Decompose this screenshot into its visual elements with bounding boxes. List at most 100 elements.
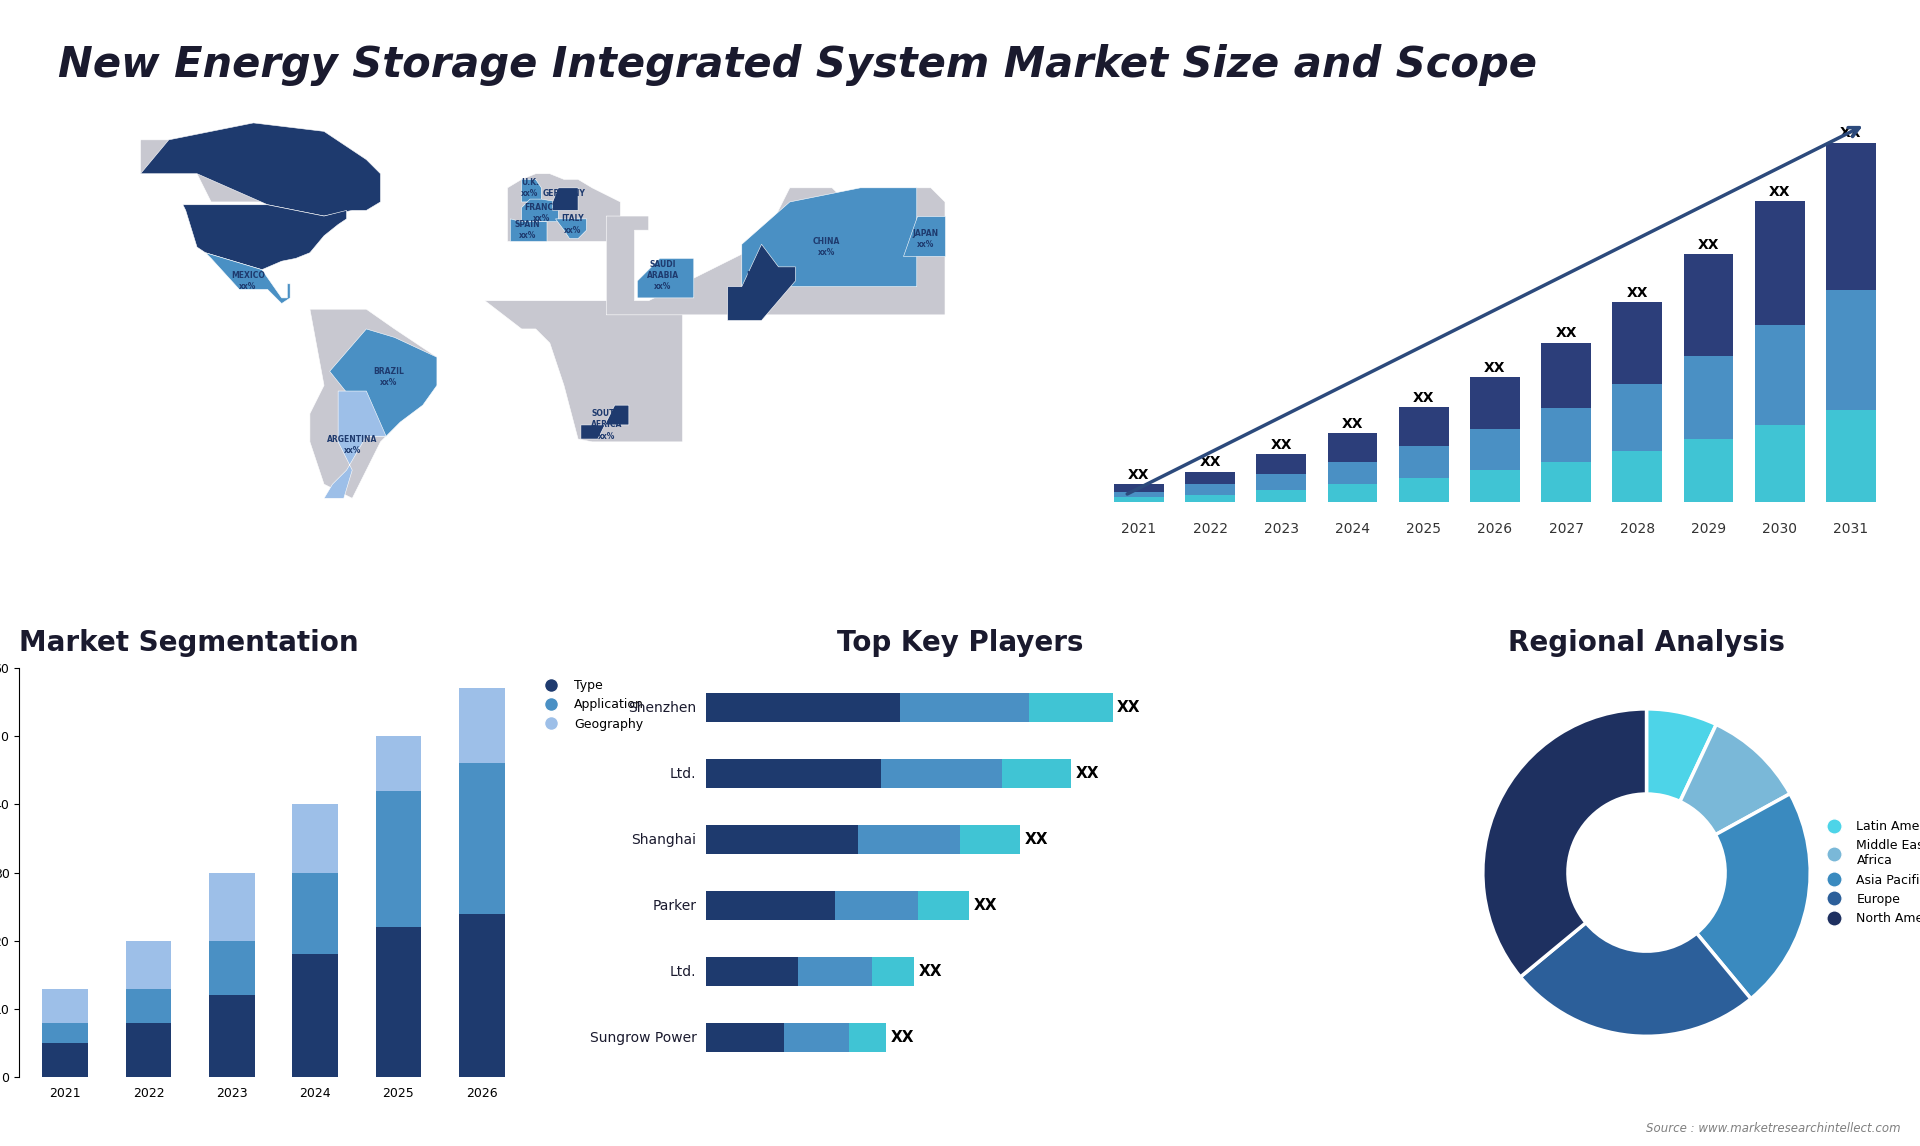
Text: Shanghai: Shanghai [632, 833, 697, 847]
Bar [1684, 254, 1734, 356]
Text: XX: XX [1129, 469, 1150, 482]
Bar [1327, 485, 1377, 502]
Bar [1542, 408, 1592, 462]
Bar [1755, 202, 1805, 324]
Bar [1542, 462, 1592, 502]
Text: MEXICO
xx%: MEXICO xx% [230, 270, 265, 291]
Polygon shape [309, 309, 438, 499]
Bar [209, 941, 255, 996]
Polygon shape [582, 406, 630, 439]
Polygon shape [507, 174, 620, 242]
Text: XX: XX [1697, 238, 1718, 252]
Polygon shape [61, 123, 380, 217]
Polygon shape [324, 391, 386, 499]
Polygon shape [522, 199, 559, 221]
Bar [881, 759, 1002, 788]
Bar [42, 989, 88, 1022]
Bar [707, 1022, 785, 1052]
Text: XX: XX [891, 1030, 914, 1045]
Title: Regional Analysis: Regional Analysis [1507, 629, 1786, 658]
Bar [1114, 497, 1164, 502]
Text: XX: XX [1626, 285, 1647, 299]
Bar [1256, 490, 1306, 502]
Text: CANADA
xx%: CANADA xx% [236, 155, 271, 175]
Bar [900, 692, 1029, 722]
Text: BRAZIL
xx%: BRAZIL xx% [374, 367, 405, 387]
Bar [707, 957, 799, 987]
Bar [1400, 447, 1450, 478]
Bar [707, 692, 900, 722]
Polygon shape [140, 123, 380, 217]
Bar [1471, 377, 1521, 429]
Bar [707, 890, 835, 920]
Polygon shape [902, 217, 945, 256]
Text: Ltd.: Ltd. [670, 767, 697, 780]
Bar [1256, 474, 1306, 490]
Text: New Energy Storage Integrated System Market Size and Scope: New Energy Storage Integrated System Mar… [58, 44, 1536, 86]
Text: SPAIN
xx%: SPAIN xx% [515, 220, 540, 241]
Bar [835, 890, 918, 920]
Bar [1684, 439, 1734, 502]
Polygon shape [486, 300, 682, 442]
Bar [292, 955, 338, 1077]
Text: XX: XX [1484, 361, 1505, 375]
Polygon shape [741, 188, 916, 286]
Polygon shape [728, 244, 795, 321]
Bar [918, 890, 970, 920]
Bar [1114, 485, 1164, 492]
Bar [1826, 290, 1876, 410]
Bar [1327, 433, 1377, 462]
Polygon shape [182, 205, 348, 269]
Legend: Type, Application, Geography: Type, Application, Geography [534, 674, 649, 736]
Text: XX: XX [1839, 126, 1862, 141]
Bar [1400, 478, 1450, 502]
Text: JAPAN
xx%: JAPAN xx% [912, 228, 939, 249]
Text: GERMANY
xx%: GERMANY xx% [543, 189, 586, 210]
Bar [1826, 410, 1876, 502]
Text: SAUDI
ARABIA
xx%: SAUDI ARABIA xx% [647, 260, 680, 291]
Polygon shape [522, 180, 541, 202]
Bar [1002, 759, 1071, 788]
Bar [1471, 470, 1521, 502]
Text: Market Segmentation: Market Segmentation [19, 629, 359, 658]
Bar [42, 1043, 88, 1077]
Bar [125, 989, 171, 1022]
Bar [209, 872, 255, 941]
Bar [960, 825, 1020, 855]
Bar [292, 872, 338, 955]
Polygon shape [555, 219, 586, 238]
Bar [459, 913, 505, 1077]
Text: Source : www.marketresearchintellect.com: Source : www.marketresearchintellect.com [1645, 1122, 1901, 1135]
Text: ITALY
xx%: ITALY xx% [561, 214, 584, 235]
Bar [1542, 343, 1592, 408]
Bar [42, 1022, 88, 1043]
Bar [459, 689, 505, 763]
Text: Sungrow Power: Sungrow Power [589, 1030, 697, 1045]
Bar [376, 927, 420, 1077]
Text: XX: XX [1413, 391, 1434, 405]
Text: XX: XX [918, 964, 943, 979]
Polygon shape [205, 253, 290, 304]
Wedge shape [1647, 709, 1716, 801]
Polygon shape [27, 103, 1044, 512]
Text: XX: XX [1025, 832, 1048, 847]
Polygon shape [607, 188, 945, 315]
Bar [1185, 471, 1235, 485]
Polygon shape [637, 258, 693, 298]
Bar [799, 957, 872, 987]
Text: FRANCE
xx%: FRANCE xx% [524, 203, 559, 223]
Text: CHINA
xx%: CHINA xx% [812, 237, 841, 257]
Wedge shape [1680, 724, 1789, 834]
Bar [707, 825, 858, 855]
Title: Top Key Players: Top Key Players [837, 629, 1083, 658]
Text: SOUTH
AFRICA
xx%: SOUTH AFRICA xx% [591, 409, 622, 440]
Text: INDIA
xx%: INDIA xx% [747, 270, 772, 291]
Bar [1613, 301, 1663, 384]
Bar [125, 1022, 171, 1077]
Bar [1755, 324, 1805, 425]
Bar [1755, 425, 1805, 502]
Bar [849, 1022, 885, 1052]
Legend: Latin America, Middle East &
Africa, Asia Pacific, Europe, North America: Latin America, Middle East & Africa, Asi… [1816, 815, 1920, 931]
Bar [872, 957, 914, 987]
Text: U.K.
xx%: U.K. xx% [520, 178, 540, 198]
